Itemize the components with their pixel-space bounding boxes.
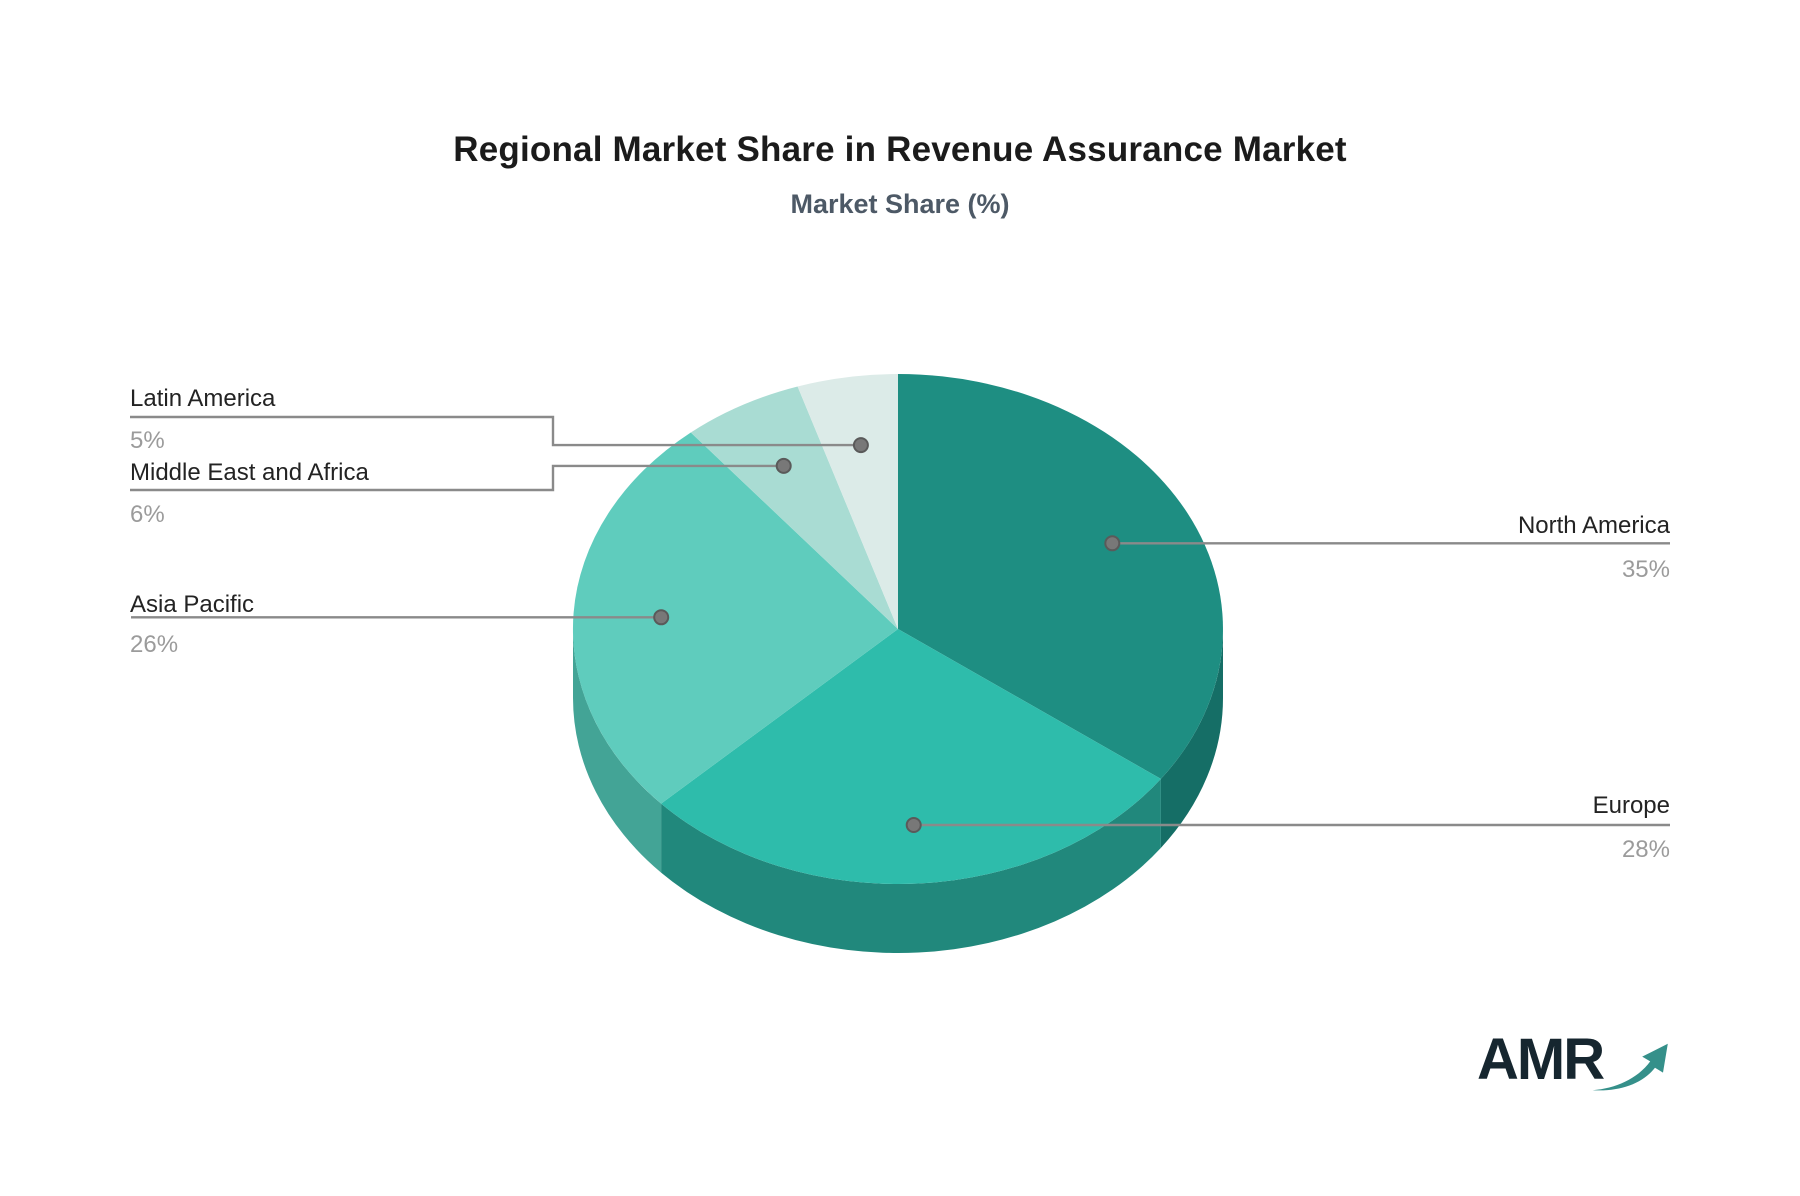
leader-dot-north-america [1104,535,1121,552]
amr-logo: AMR [1477,1030,1687,1104]
slice-label-europe: Europe [1592,792,1670,819]
chart-subtitle: Market Share (%) [790,189,1010,219]
leader-dot-asia-pacific [653,609,670,626]
leader-line-middle-east-and-africa [130,464,784,492]
pie-side-europe [661,778,1161,954]
slice-percent-north-america: 35% [1621,556,1670,583]
amr-logo-text: AMR [1477,1027,1605,1092]
slice-percent-asia-pacific: 26% [130,631,179,658]
slice-percent-europe: 28% [1621,836,1670,863]
leader-dot-europe [905,817,922,833]
leader-line-latin-america [130,415,861,447]
pie-slice-middle-east-and-africa [690,386,898,629]
pie-slice-europe [661,629,1161,885]
slice-percent-latin-america: 5% [130,427,165,454]
slice-percent-middle-east-and-africa: 6% [130,501,165,528]
leader-dot-latin-america [852,437,869,454]
slice-label-latin-america: Latin America [130,385,276,412]
amr-logo-arrow-icon [1592,1043,1668,1091]
chart-title: Regional Market Share in Revenue Assuran… [453,130,1347,169]
slice-label-north-america: North America [1517,512,1670,539]
pie-slice-north-america [898,374,1223,779]
pie-side-north-america [1160,629,1223,848]
leader-dot-middle-east-and-africa [775,457,792,474]
pie-side-asia-pacific [573,629,662,873]
slice-label-middle-east-and-africa: Middle East and Africa [130,459,369,486]
pie-slice-asia-pacific [572,432,898,804]
slice-label-asia-pacific: Asia Pacific [130,591,255,618]
pie-slice-latin-america [797,374,898,629]
